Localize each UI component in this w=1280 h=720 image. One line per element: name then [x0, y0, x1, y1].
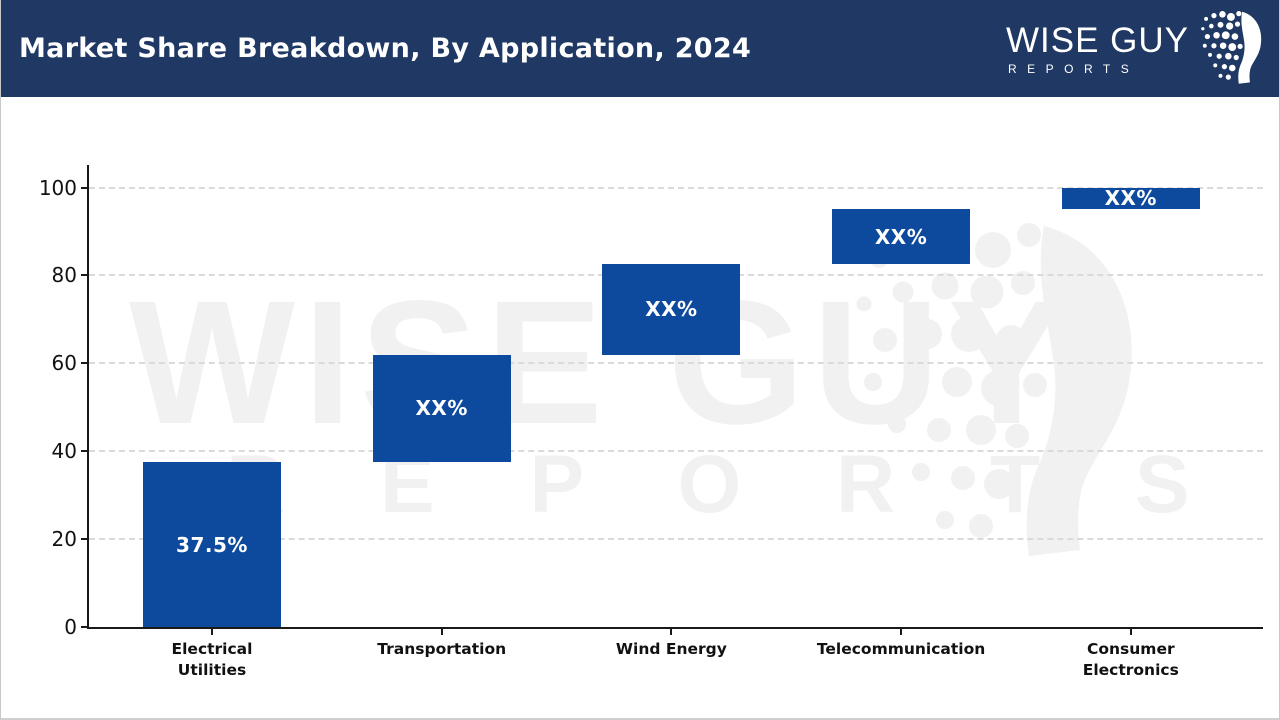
x-tick-label-4: Consumer Electronics [1082, 640, 1179, 679]
bar-value-label: XX% [645, 297, 698, 322]
x-tick-0 [211, 628, 213, 635]
y-tick-0 [81, 626, 88, 628]
y-tick-100 [81, 186, 88, 189]
bar-wind-energy: XX% [602, 264, 741, 355]
bar-transportation: XX% [372, 354, 511, 463]
x-tick-label-3: Telecommunication [816, 640, 986, 658]
brand-subtitle: REPORTS [1007, 61, 1140, 76]
gridline-20 [89, 538, 1263, 541]
y-tick-label-20: 20 [51, 527, 77, 552]
bar-electrical-utilities: 37.5% [143, 462, 281, 627]
brand-name: WISE GUY [1005, 20, 1189, 60]
watermark-head-icon [856, 223, 1132, 556]
y-tick-60 [81, 362, 88, 365]
page-title: Market Share Breakdown, By Application, … [19, 33, 752, 64]
bar-value-label: XX% [415, 396, 468, 421]
x-tick-4 [1129, 628, 1132, 635]
bar-telecommunication: XX% [832, 209, 971, 265]
brand-head-icon [1201, 11, 1262, 84]
y-tick-20 [81, 538, 88, 541]
bar-value-label: XX% [1104, 186, 1157, 211]
bar-value-label: 37.5% [176, 532, 248, 557]
x-tick-label-0: Electrical Utilities [171, 640, 253, 679]
x-tick-3 [900, 628, 903, 635]
x-tick-1 [440, 628, 443, 635]
gridline-100 [89, 186, 1263, 189]
y-tick-40 [81, 450, 88, 453]
header: Market Share Breakdown, By Application, … [1, 0, 1279, 97]
y-tick-label-100: 100 [38, 175, 77, 200]
y-tick-label-0: 0 [64, 615, 77, 639]
y-tick-label-60: 60 [51, 351, 77, 376]
bar-consumer-electronics: XX% [1061, 186, 1200, 211]
x-tick-label-1: Transportation [377, 640, 507, 658]
bar-value-label: XX% [874, 224, 928, 249]
gridline-40 [89, 450, 1263, 453]
y-tick-label-80: 80 [51, 263, 77, 288]
x-tick-2 [670, 628, 673, 635]
x-tick-label-2: Wind Energy [615, 640, 727, 658]
gridline-60 [89, 362, 1263, 365]
y-tick-label-40: 40 [51, 439, 77, 464]
x-axis [87, 627, 1263, 629]
brand-logo: WISE GUY REPORTS [1006, 6, 1265, 92]
brand-logo-text: WISE GUY REPORTS [1005, 20, 1189, 76]
y-axis [87, 165, 89, 629]
y-tick-80 [81, 274, 88, 277]
